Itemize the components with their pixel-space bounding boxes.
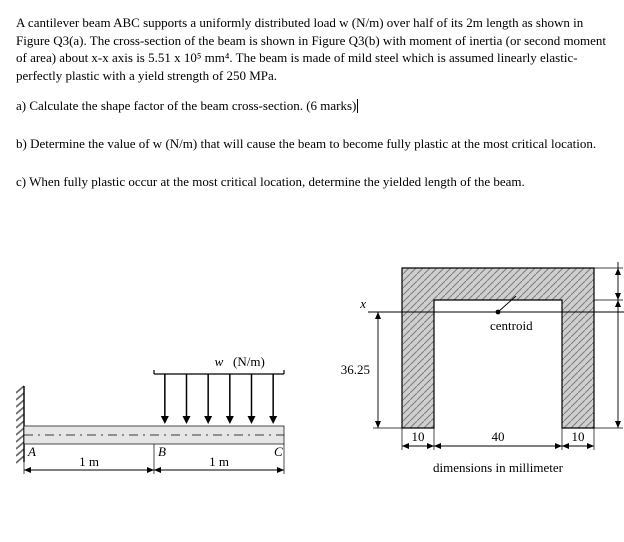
svg-text:(N/m): (N/m) xyxy=(233,354,265,369)
svg-text:w: w xyxy=(215,354,224,369)
svg-text:36.25: 36.25 xyxy=(341,362,370,377)
cursor-bar xyxy=(357,99,358,113)
question-b: b) Determine the value of w (N/m) that w… xyxy=(16,136,608,152)
question-c: c) When fully plastic occur at the most … xyxy=(16,174,608,190)
intro-paragraph: A cantilever beam ABC supports a uniform… xyxy=(16,14,608,84)
figures-row: w (N/m)1 m1 mABC xxcentroid105036.251040… xyxy=(16,218,608,478)
svg-text:10: 10 xyxy=(412,429,425,444)
intro-text: A cantilever beam ABC supports a uniform… xyxy=(16,15,606,83)
section-figure: xxcentroid105036.25104010dimensions in m… xyxy=(340,218,624,478)
svg-text:10: 10 xyxy=(572,429,585,444)
svg-text:x: x xyxy=(359,296,366,311)
question-c-text: c) When fully plastic occur at the most … xyxy=(16,174,525,189)
svg-text:40: 40 xyxy=(492,429,505,444)
svg-text:centroid: centroid xyxy=(490,318,533,333)
svg-text:B: B xyxy=(158,444,166,459)
section-svg: xxcentroid105036.25104010dimensions in m… xyxy=(340,218,624,478)
question-a-text: a) Calculate the shape factor of the bea… xyxy=(16,98,356,113)
svg-text:1 m: 1 m xyxy=(79,454,99,469)
svg-text:dimensions in millimeter: dimensions in millimeter xyxy=(433,460,564,475)
beam-svg: w (N/m) 1 m 1 m A B C xyxy=(16,338,316,478)
svg-text:1 m: 1 m xyxy=(209,454,229,469)
beam-figure: w (N/m) 1 m 1 m A B C xyxy=(16,338,316,478)
question-b-text: b) Determine the value of w (N/m) that w… xyxy=(16,136,596,151)
question-a: a) Calculate the shape factor of the bea… xyxy=(16,98,608,114)
svg-text:C: C xyxy=(274,444,283,459)
svg-text:A: A xyxy=(27,444,36,459)
